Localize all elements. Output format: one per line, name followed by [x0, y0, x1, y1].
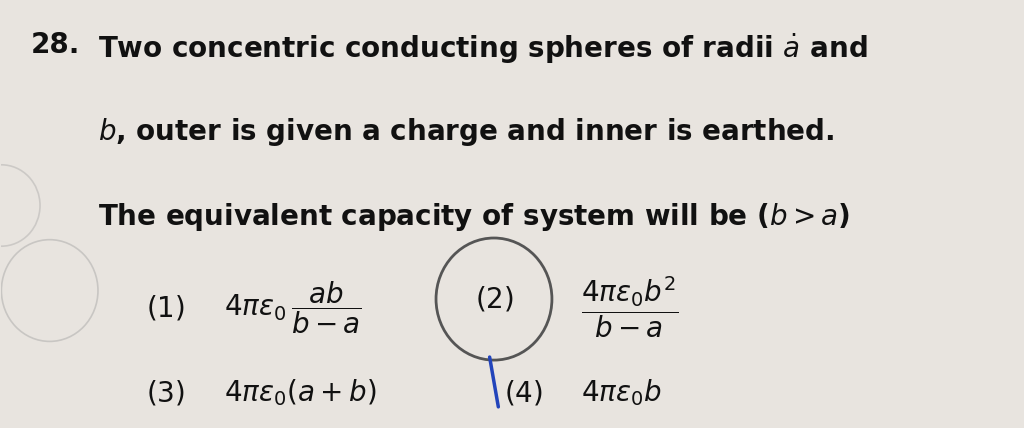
Text: The equivalent capacity of system will be ($b > a$): The equivalent capacity of system will b…	[98, 201, 850, 233]
Text: $4\pi\varepsilon_0(a+b)$: $4\pi\varepsilon_0(a+b)$	[223, 377, 376, 408]
Text: $(2)$: $(2)$	[474, 285, 513, 314]
Text: $\dfrac{4\pi\varepsilon_0 b^2}{b-a}$: $\dfrac{4\pi\varepsilon_0 b^2}{b-a}$	[581, 275, 678, 340]
Text: $4\pi\varepsilon_0 b$: $4\pi\varepsilon_0 b$	[581, 377, 662, 408]
Text: $b$, outer is given a charge and inner is earthed.: $b$, outer is given a charge and inner i…	[98, 116, 835, 148]
Text: $4\pi\varepsilon_0\,\dfrac{ab}{b-a}$: $4\pi\varepsilon_0\,\dfrac{ab}{b-a}$	[223, 279, 361, 336]
Text: $(4)$: $(4)$	[504, 378, 543, 407]
Text: $(3)$: $(3)$	[146, 378, 185, 407]
Text: Two concentric conducting spheres of radii $\dot{a}$ and: Two concentric conducting spheres of rad…	[98, 31, 867, 65]
Text: $(1)$: $(1)$	[146, 293, 185, 322]
Text: 28.: 28.	[31, 31, 80, 59]
